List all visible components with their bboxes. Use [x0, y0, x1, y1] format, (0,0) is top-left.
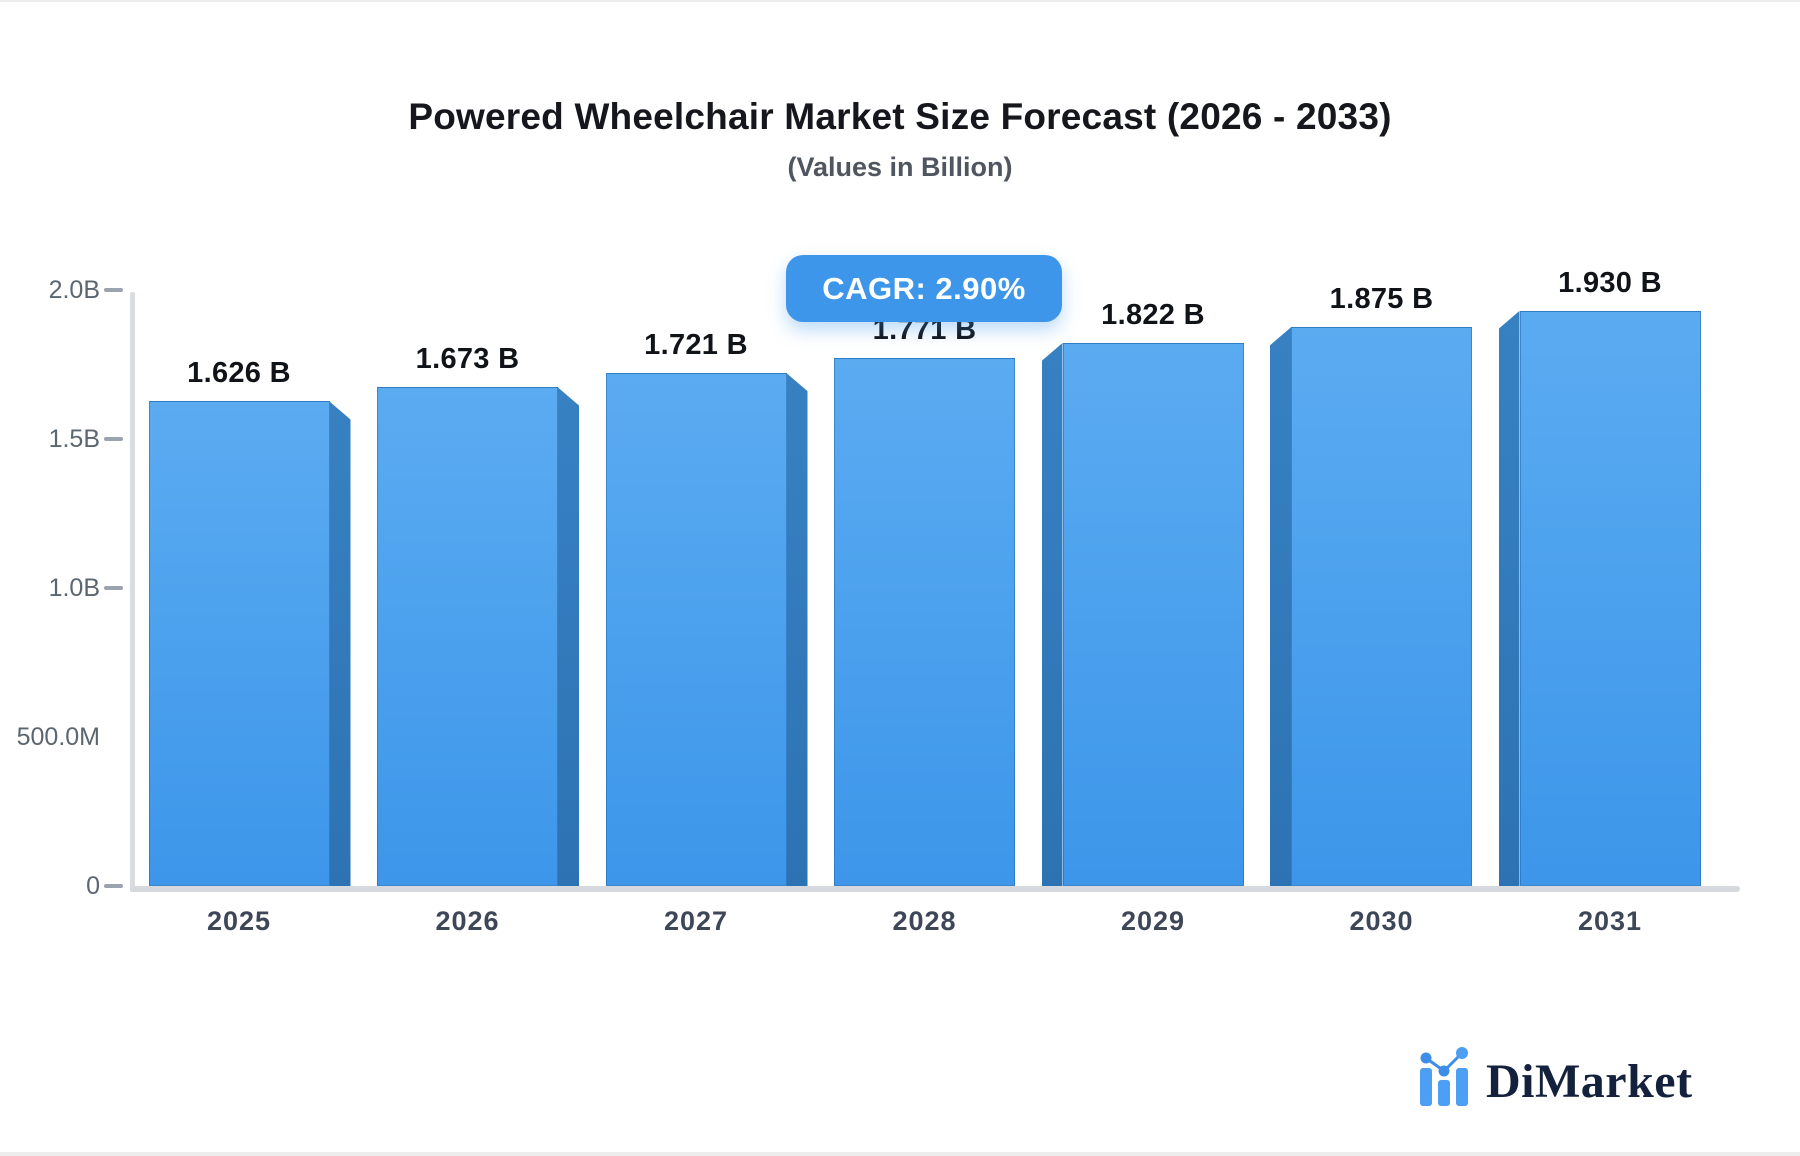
bar-side-face [1041, 343, 1063, 886]
bar-side-face [1270, 327, 1291, 886]
bar-front-face [1519, 310, 1701, 886]
cagr-badge: CAGR: 2.90% [786, 255, 1062, 322]
x-category-label: 2027 [663, 906, 729, 936]
bar-front-face [377, 387, 558, 886]
x-category-label: 2029 [1120, 906, 1186, 936]
bar-side-face [1498, 310, 1520, 886]
y-tick-dash [104, 437, 123, 441]
dimarket-logo: DiMarket [1420, 1044, 1693, 1106]
bar-side-face [558, 387, 579, 886]
x-category-label: 2028 [892, 906, 957, 936]
y-axis-line [130, 292, 135, 892]
y-tick-label: 2.0B [48, 276, 100, 304]
bar-front-face [148, 401, 330, 886]
y-tick-label: 0 [86, 872, 100, 900]
x-category-label: 2026 [435, 906, 500, 936]
chart-title: Powered Wheelchair Market Size Forecast … [408, 96, 1392, 137]
bar-front-face [1062, 343, 1244, 886]
logo-text: DiMarket [1486, 1055, 1693, 1108]
bar-value-label: 1.673 B [415, 343, 520, 376]
bar-value-label: 1.822 B [1101, 299, 1205, 332]
y-tick-label: 1.5B [48, 425, 100, 453]
y-tick-label: 500.0M [16, 723, 100, 751]
bar-side-face [329, 401, 351, 886]
y-tick-dash [104, 884, 123, 888]
chart-subtitle: (Values in Billion) [787, 152, 1013, 182]
bar-value-label: 1.930 B [1558, 266, 1662, 299]
y-tick-label: 1.0B [48, 574, 100, 602]
bar-value-label: 1.875 B [1329, 283, 1434, 316]
x-axis-baseline [130, 886, 1740, 892]
bar-value-label: 1.721 B [644, 329, 748, 362]
bar-value-label: 1.626 B [187, 357, 291, 390]
y-tick-dash [104, 586, 123, 590]
x-category-label: 2030 [1349, 906, 1414, 936]
bar-front-face [834, 358, 1015, 886]
bar-front-face [1291, 327, 1472, 886]
bar-side-face [786, 373, 808, 886]
x-category-label: 2025 [206, 906, 272, 936]
bar-front-face [605, 373, 787, 886]
logo-bar-chart-icon [1420, 1044, 1472, 1106]
x-category-label: 2031 [1577, 906, 1643, 936]
y-tick-dash [104, 288, 123, 292]
